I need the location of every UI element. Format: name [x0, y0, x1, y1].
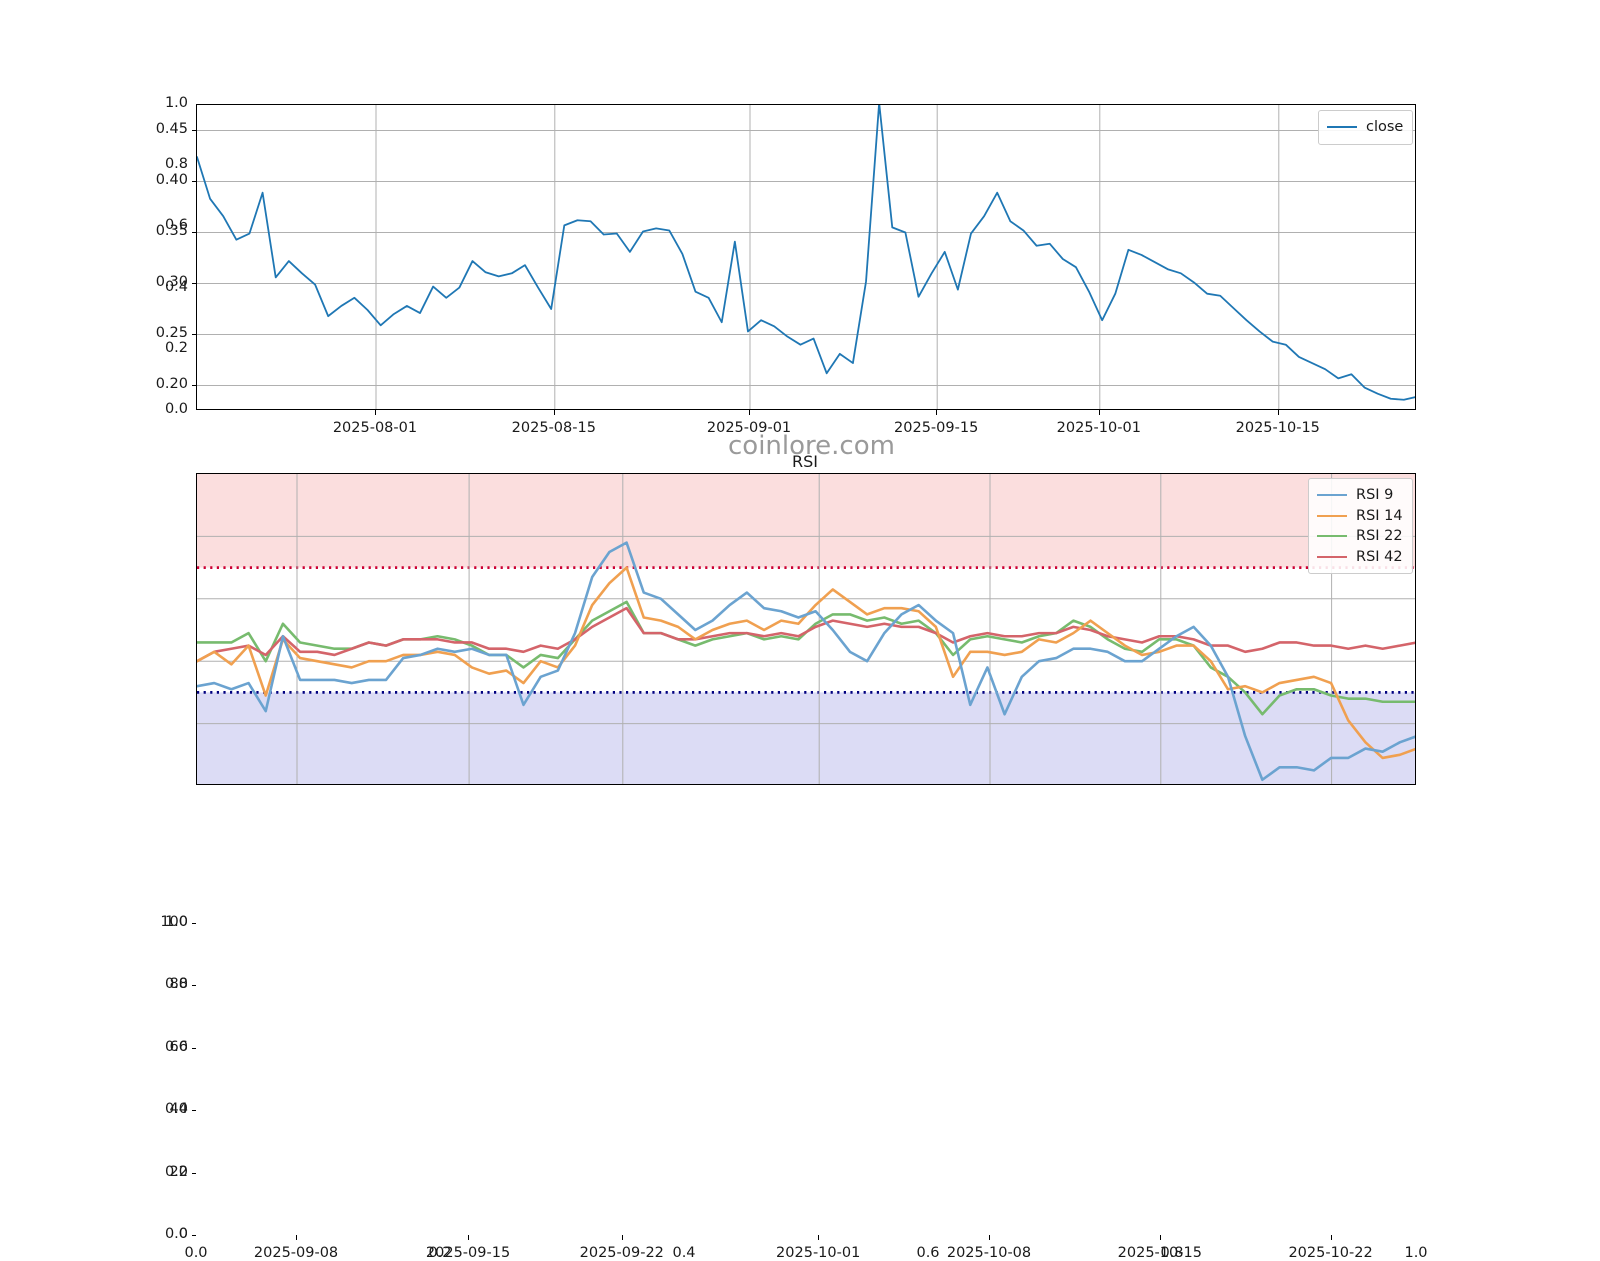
rsi-panel-title: RSI [792, 452, 818, 471]
price-x-tick-label: 2025-08-01 [332, 420, 418, 436]
rsi-plot-area [196, 473, 1416, 785]
price-x-tickmark [374, 410, 376, 415]
rsi-legend-item[interactable]: RSI 22 [1317, 526, 1403, 547]
rsi-y-overlay-tick-label: 0.2 [164, 1163, 188, 1180]
legend-line-swatch [1317, 535, 1347, 538]
price-x-tick-label: 2025-10-15 [1235, 420, 1320, 436]
price-y-overlay-tick-label: 0.6 [164, 217, 188, 234]
price-y-overlay-tick-label: 0.8 [164, 156, 188, 173]
price-x-tick-label: 2025-09-15 [894, 420, 979, 436]
price-y-tick-label: 0.45 [155, 120, 188, 137]
rsi-y-tickmark [192, 1110, 196, 1112]
rsi-x-tick-label: 2025-10-01 [776, 1245, 861, 1261]
rsi-y-tickmark [192, 985, 196, 987]
rsi-y-tickmark [192, 1235, 196, 1236]
rsi-y-tickmark [192, 1172, 196, 1174]
legend-line-swatch [1317, 514, 1347, 517]
price-y-tick-label: 0.40 [155, 171, 188, 188]
price-x-tickmark [936, 410, 938, 415]
price-plot-area [196, 104, 1416, 410]
rsi-legend-item[interactable]: RSI 14 [1317, 506, 1403, 527]
price-x-tickmark [553, 410, 555, 415]
rsi-x-tick-label: 2025-09-08 [253, 1245, 339, 1261]
rsi-y-overlay-tick-label: 0.8 [164, 976, 188, 993]
close-line [197, 105, 1415, 401]
price-legend-label: close [1366, 119, 1404, 136]
rsi-line-rsi-9 [197, 541, 1415, 782]
price-line-svg [197, 105, 1415, 409]
price-y-overlay-tick-label: 0.0 [164, 401, 188, 417]
price-y-tick-label: 0.30 [155, 273, 188, 290]
price-y-tick-label: 0.35 [155, 222, 188, 239]
rsi-x-overlay-tick-label: 1.0 [1404, 1245, 1428, 1261]
rsi-y-tickmark [192, 1047, 196, 1049]
price-y-overlay-tick-label: 0.4 [164, 278, 188, 295]
rsi-y-overlay-tick-label: 0.0 [164, 1226, 188, 1242]
price-y-tickmark [192, 129, 196, 131]
rsi-x-tickmark [468, 1235, 470, 1240]
rsi-y-tickmark [192, 923, 196, 924]
price-x-tickmark [1098, 410, 1100, 415]
rsi-panel: 100 80 60 40 20 0 1.0 0.8 0.6 0.4 0.2 0.0 2025-09-… [0, 450, 1600, 1261]
rsi-x-tickmark [621, 1235, 623, 1240]
rsi-legend-item[interactable]: RSI 42 [1317, 547, 1403, 568]
rsi-x-tickmark [989, 1235, 990, 1240]
price-legend-item[interactable]: close [1327, 117, 1403, 138]
rsi-x-overlay-tick-label: 0.2 [428, 1245, 452, 1261]
legend-line-swatch [1317, 555, 1347, 558]
rsi-legend-label: RSI 22 [1356, 528, 1403, 545]
price-y-tickmark [192, 384, 196, 386]
rsi-x-tickmark [296, 1235, 298, 1240]
rsi-y-overlay-tick-label: 0.6 [164, 1038, 188, 1055]
price-y-tickmark [192, 180, 196, 182]
rsi-legend-label: RSI 14 [1356, 507, 1403, 524]
watermark: coinlore.com [728, 431, 895, 461]
price-x-tick-label: 2025-10-01 [1056, 420, 1141, 436]
price-y-tick-label: 0.20 [155, 375, 188, 392]
rsi-x-tickmark [818, 1235, 820, 1240]
rsi-line-svg [197, 474, 1415, 784]
rsi-y-overlay-tick-label: 1.0 [164, 914, 188, 930]
price-y-tick-label: 0.25 [155, 324, 188, 341]
price-y-overlay-tick-label: 1.0 [164, 95, 188, 111]
oversold-band [197, 692, 1415, 784]
rsi-legend-label: RSI 9 [1356, 487, 1394, 504]
price-x-tick-label: 2025-09-01 [706, 420, 792, 436]
rsi-x-overlay-tick-label: 0.0 [184, 1245, 208, 1261]
price-x-tickmark [749, 410, 751, 415]
price-x-tickmark [1277, 410, 1279, 415]
price-y-tickmark [192, 333, 196, 335]
price-panel: 0.45 0.40 0.35 0.30 0.25 0.20 1.0 0.8 0.6 0.4 0.2… [0, 0, 1600, 450]
rsi-x-overlay-tick-label: 0.4 [672, 1245, 696, 1261]
rsi-x-overlay-tick-label: 0.8 [1160, 1245, 1184, 1261]
rsi-legend[interactable]: RSI 9 RSI 14 RSI 22 RSI 42 [1308, 478, 1413, 574]
rsi-legend-label: RSI 42 [1356, 548, 1403, 565]
legend-line-swatch [1317, 494, 1347, 497]
legend-line-swatch [1327, 126, 1357, 129]
rsi-line-rsi-42 [197, 606, 1415, 663]
rsi-legend-item[interactable]: RSI 9 [1317, 485, 1403, 506]
price-x-tick-label: 2025-08-15 [511, 420, 596, 436]
price-y-tickmark [192, 282, 196, 284]
rsi-y-overlay-tick-label: 0.4 [164, 1101, 188, 1118]
rsi-x-overlay-tick-label: 0.6 [916, 1245, 940, 1261]
rsi-x-tickmark [1330, 1235, 1332, 1240]
rsi-x-tickmark [1159, 1235, 1161, 1240]
overbought-band [197, 474, 1415, 568]
price-y-overlay-tick-label: 0.2 [164, 339, 188, 356]
price-legend[interactable]: close [1318, 110, 1414, 145]
price-y-tickmark [192, 231, 196, 233]
